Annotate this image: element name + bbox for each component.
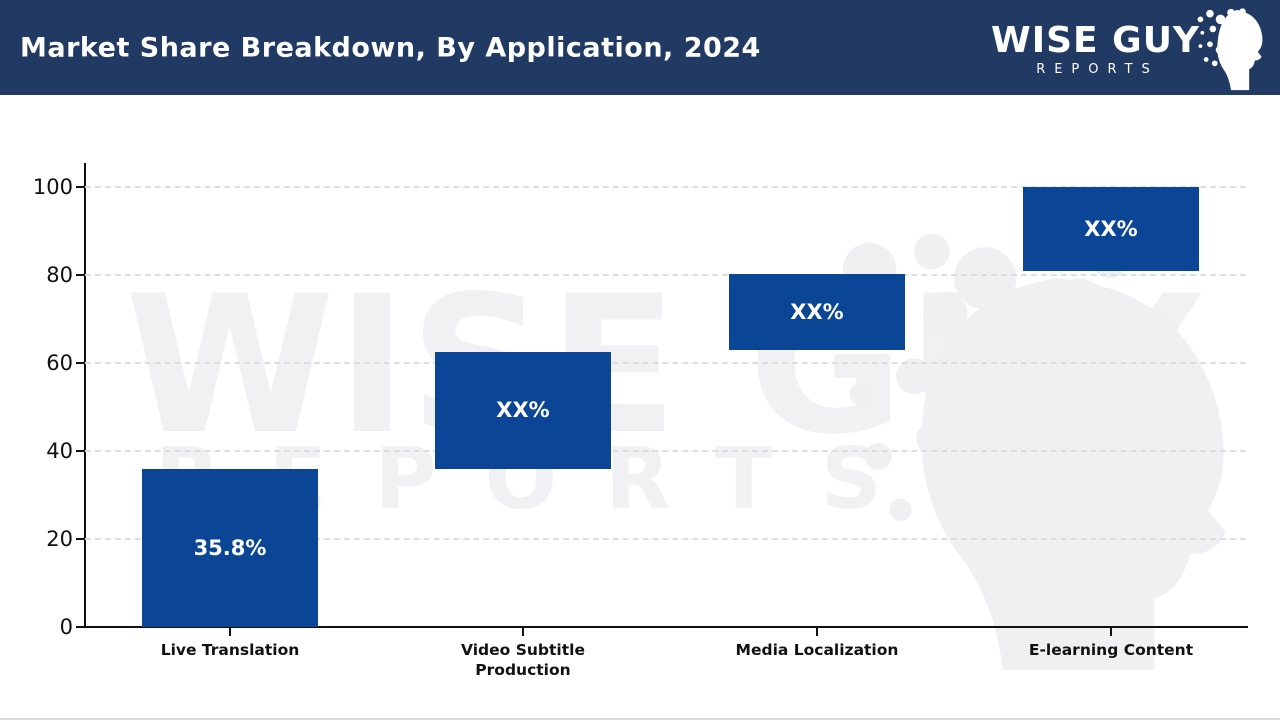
bar-e-learning-content: XX% [1023,187,1199,271]
x-axis-category-label: Video Subtitle Production [461,641,585,680]
y-tick-mark [76,538,84,540]
x-tick-mark [229,628,231,636]
logo-wiseguy-text: WISE GUY [990,20,1200,61]
gridline-100 [85,186,1246,188]
gridline-60 [85,362,1246,364]
x-axis-category-label: E-learning Content [1028,641,1194,659]
wise-guy-reports-logo: WISE GUY REPORTS [991,4,1272,92]
y-tick-mark [76,362,84,364]
y-tick-mark [76,450,84,452]
x-tick-mark [1110,628,1112,636]
bar-video-subtitle-production: XX% [435,351,611,469]
x-axis-category-label: Media Localization [735,641,899,659]
y-axis-tick-label: 40 [46,439,73,463]
header-banner: Market Share Breakdown, By Application, … [0,0,1280,95]
x-axis-category-label: Live Translation [160,641,300,659]
bar-value-label: XX% [496,398,550,423]
gridline-40 [85,450,1246,452]
y-tick-mark [76,626,84,628]
x-axis-line [84,626,1248,628]
y-axis-line [84,163,86,628]
bar-value-label: 35.8% [193,536,267,561]
chart-title: Market Share Breakdown, By Application, … [20,32,761,63]
gridline-80 [85,274,1246,276]
bar-value-label: XX% [790,299,844,324]
x-tick-mark [522,628,524,636]
logo-face-icon [1197,8,1263,91]
y-axis-tick-label: 100 [32,175,73,199]
y-tick-mark [76,186,84,188]
y-axis-tick-label: 0 [59,615,73,639]
bar-live-translation: 35.8% [142,469,318,627]
gridline-20 [85,538,1246,540]
logo-reports-text: REPORTS [1036,61,1159,77]
x-tick-mark [816,628,818,636]
y-axis-tick-label: 20 [46,527,73,551]
y-axis-tick-label: 60 [46,351,73,375]
y-axis-tick-label: 80 [46,263,73,287]
bar-value-label: XX% [1084,216,1138,241]
bar-media-localization: XX% [729,273,905,350]
logo-text: WISE GUY REPORTS [991,22,1200,77]
y-tick-mark [76,274,84,276]
